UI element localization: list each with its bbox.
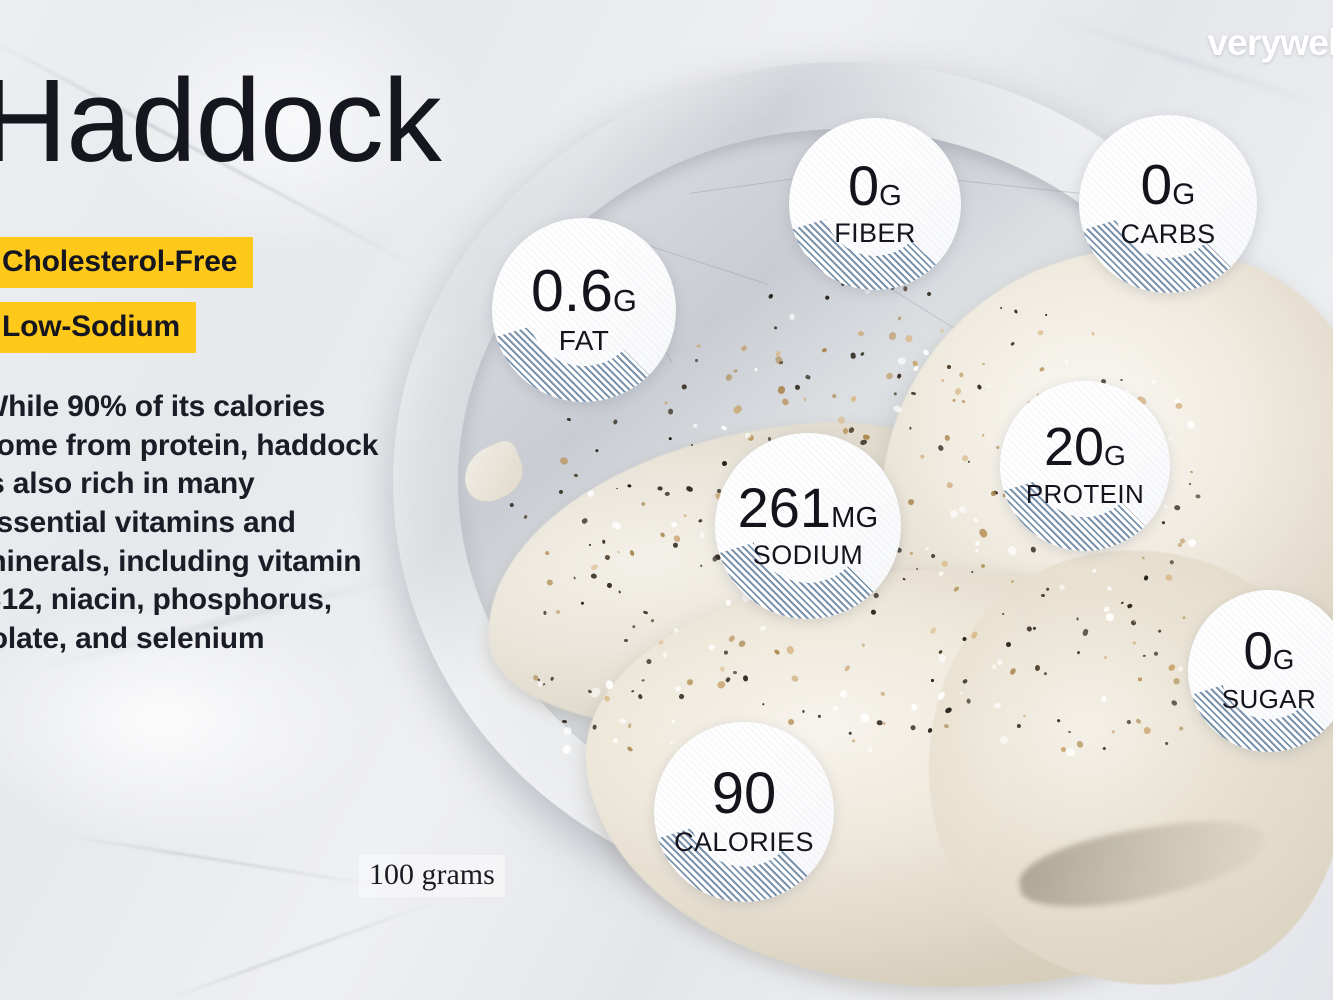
nutrient-value-calories: 90 — [711, 760, 777, 826]
nutrient-bubble-calories: 90 CALORIES — [654, 722, 834, 902]
nutrient-value-carbs: 0G — [1140, 153, 1196, 218]
nutrient-label-carbs: CARBS — [1120, 218, 1216, 249]
marble-vein — [61, 834, 389, 888]
nutrient-label-sodium: SODIUM — [752, 540, 864, 571]
nutrient-bubble-fat: 0.6G FAT — [492, 218, 676, 402]
serving-size-label: 100 grams — [359, 855, 505, 897]
nutrient-bubble-fiber: 0G FIBER — [789, 118, 961, 290]
fish-tail — [455, 437, 531, 509]
nutrient-bubble-sugar: 0G SUGAR — [1188, 590, 1333, 752]
nutrient-value-protein: 20G — [1043, 416, 1127, 477]
page-title: Haddock — [0, 55, 442, 187]
badge-cholesterol-free: Cholesterol-Free — [0, 237, 254, 288]
nutrient-value-sugar: 0G — [1243, 622, 1295, 682]
description-text: While 90% of its calories come from prot… — [0, 390, 379, 656]
nutrient-value-fiber: 0G — [848, 153, 902, 217]
badge-low-sodium: Low-Sodium — [0, 302, 196, 353]
nutrient-value-fat: 0.6G — [530, 257, 638, 324]
verywell-logo: verywell — [1207, 22, 1333, 63]
nutrient-value-sodium: 261MG — [737, 475, 879, 539]
nutrient-bubble-protein: 20G PROTEIN — [1000, 381, 1170, 551]
nutrient-bubble-carbs: 0G CARBS — [1079, 115, 1257, 293]
nutrient-label-fiber: FIBER — [834, 218, 916, 249]
nutrient-label-fat: FAT — [558, 325, 610, 357]
marble-vein — [158, 898, 442, 1000]
nutrient-label-protein: PROTEIN — [1025, 479, 1145, 510]
nutrient-bubble-sodium: 261MG SODIUM — [715, 433, 901, 619]
nutrient-label-calories: CALORIES — [674, 827, 814, 858]
nutrient-label-sugar: SUGAR — [1221, 683, 1317, 714]
